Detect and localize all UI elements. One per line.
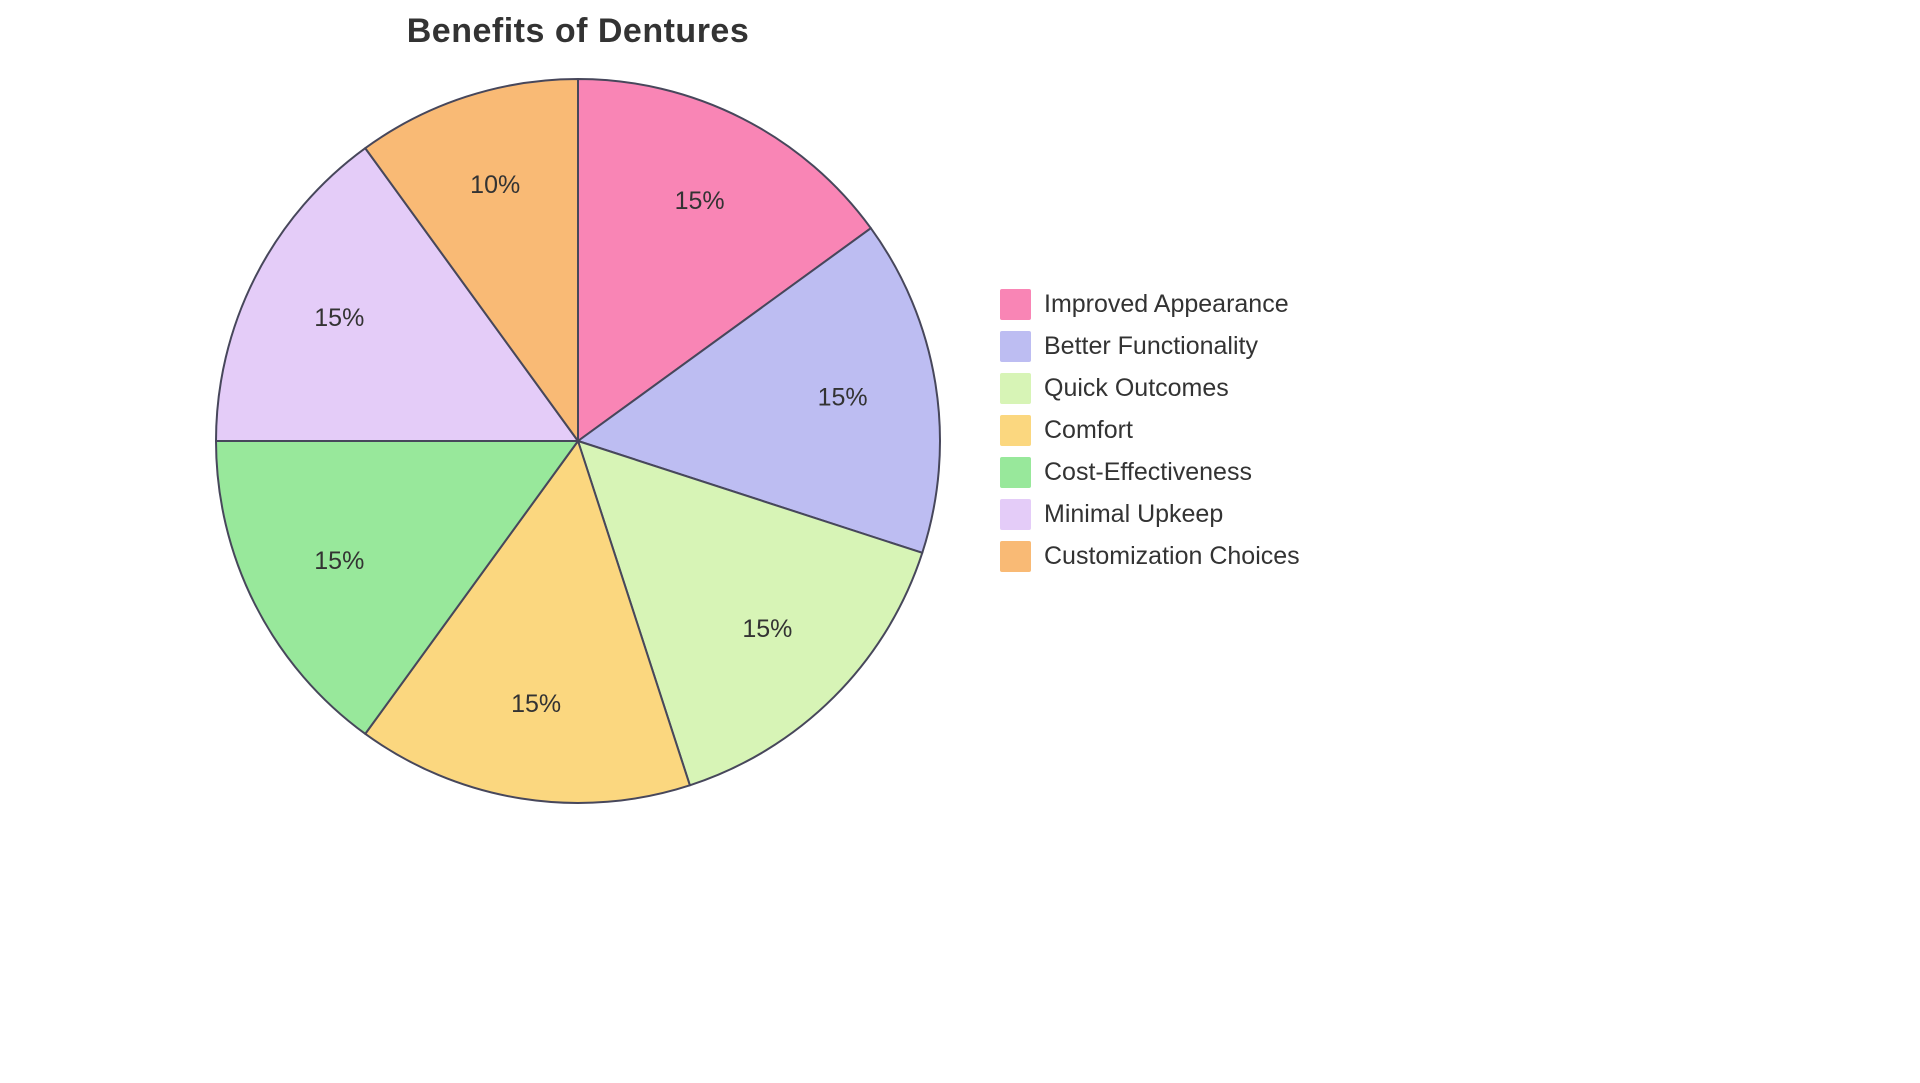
legend-item: Cost-Effectiveness: [1000, 457, 1300, 488]
legend-item: Quick Outcomes: [1000, 373, 1300, 404]
slice-percentage-label: 15%: [742, 615, 792, 643]
slice-percentage-label: 15%: [675, 187, 725, 215]
legend-swatch: [1000, 373, 1031, 404]
legend-label: Comfort: [1044, 416, 1133, 444]
legend-swatch: [1000, 541, 1031, 572]
legend-swatch: [1000, 331, 1031, 362]
legend-swatch: [1000, 457, 1031, 488]
chart-title: Benefits of Dentures: [406, 12, 750, 50]
legend-item: Minimal Upkeep: [1000, 499, 1300, 530]
slice-percentage-label: 15%: [314, 304, 364, 332]
legend-swatch: [1000, 499, 1031, 530]
legend-item: Improved Appearance: [1000, 289, 1300, 320]
legend-item: Customization Choices: [1000, 541, 1300, 572]
legend-label: Customization Choices: [1044, 542, 1300, 570]
pie-slice: [577, 227, 941, 554]
legend-label: Better Functionality: [1044, 332, 1258, 360]
slice-percentage-label: 15%: [818, 384, 868, 412]
legend: Improved Appearance Better Functionality Q…: [1000, 289, 1300, 572]
pie-slice: [215, 440, 579, 735]
pie-slice: [364, 440, 691, 804]
legend-label: Improved Appearance: [1044, 290, 1289, 318]
slice-percentage-label: 15%: [314, 547, 364, 575]
legend-item: Comfort: [1000, 415, 1300, 446]
legend-label: Minimal Upkeep: [1044, 500, 1224, 528]
slice-percentage-label: 10%: [470, 171, 520, 199]
legend-swatch: [1000, 289, 1031, 320]
legend-label: Quick Outcomes: [1044, 374, 1229, 402]
slice-percentage-label: 15%: [511, 690, 561, 718]
legend-item: Better Functionality: [1000, 331, 1300, 362]
pie-slice: [577, 440, 924, 787]
legend-label: Cost-Effectiveness: [1044, 458, 1252, 486]
pie-slice: [215, 147, 579, 442]
pie-slice: [577, 78, 872, 442]
pie-slice: [364, 78, 579, 442]
legend-swatch: [1000, 415, 1031, 446]
